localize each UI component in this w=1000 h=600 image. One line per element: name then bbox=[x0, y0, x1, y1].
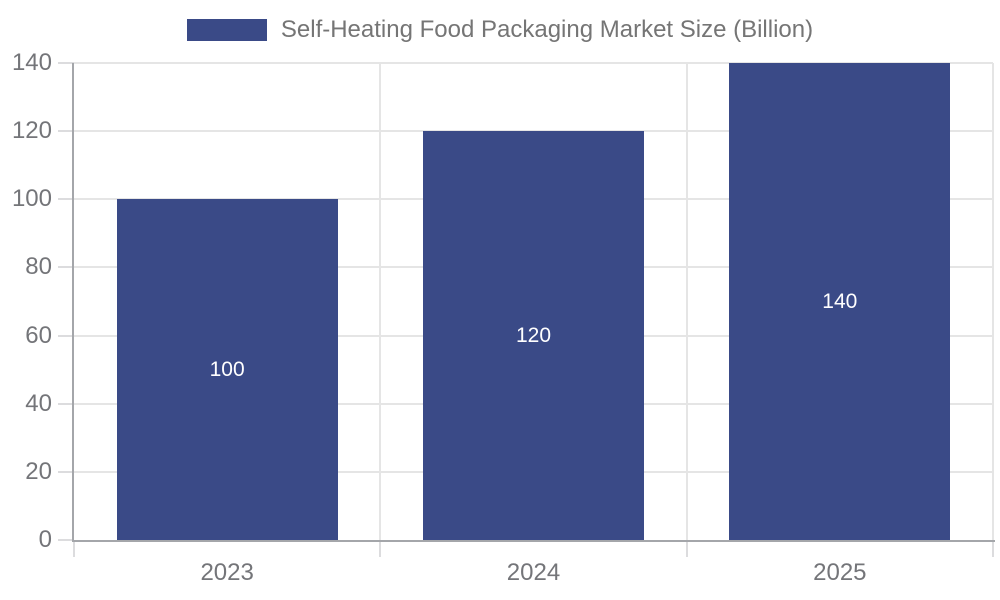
y-tick-label: 120 bbox=[11, 117, 52, 145]
v-gridline bbox=[379, 63, 382, 540]
y-tick-label: 80 bbox=[25, 253, 52, 281]
y-tick-mark bbox=[58, 470, 74, 473]
v-gridline bbox=[992, 63, 994, 540]
chart-legend[interactable]: Self-Heating Food Packaging Market Size … bbox=[0, 16, 1000, 44]
y-tick-label: 0 bbox=[38, 526, 52, 553]
x-tick-label: 2024 bbox=[506, 559, 561, 586]
x-tick-label: 2023 bbox=[200, 559, 254, 586]
y-tick-label: 100 bbox=[11, 185, 52, 213]
h-gridline bbox=[74, 62, 993, 64]
y-tick-mark bbox=[58, 334, 74, 337]
y-tick-mark bbox=[58, 266, 74, 269]
y-tick-label: 60 bbox=[25, 321, 52, 349]
legend-swatch bbox=[186, 19, 267, 41]
bar-value-label: 140 bbox=[822, 289, 858, 313]
y-tick-mark bbox=[58, 198, 74, 201]
bar-value-label: 120 bbox=[515, 323, 552, 347]
legend-label: Self-Heating Food Packaging Market Size … bbox=[280, 16, 814, 43]
x-tick-mark bbox=[379, 541, 382, 557]
y-tick-label: 140 bbox=[11, 49, 52, 76]
y-tick-label: 40 bbox=[25, 389, 52, 417]
y-tick-mark bbox=[58, 62, 74, 64]
y-tick-mark bbox=[58, 402, 74, 405]
x-tick-mark bbox=[73, 541, 75, 557]
y-tick-mark bbox=[58, 130, 74, 133]
y-tick-label: 20 bbox=[25, 457, 52, 485]
y-axis-line bbox=[72, 63, 74, 542]
bar[interactable] bbox=[729, 63, 951, 540]
x-tick-label: 2025 bbox=[813, 559, 867, 586]
x-axis-line bbox=[72, 540, 995, 542]
v-gridline bbox=[685, 63, 688, 540]
bar[interactable] bbox=[423, 131, 644, 540]
bar[interactable] bbox=[116, 199, 338, 540]
x-tick-mark bbox=[992, 541, 994, 557]
y-tick-mark bbox=[58, 539, 74, 541]
x-tick-mark bbox=[685, 541, 688, 557]
bar-value-label: 100 bbox=[209, 357, 245, 381]
